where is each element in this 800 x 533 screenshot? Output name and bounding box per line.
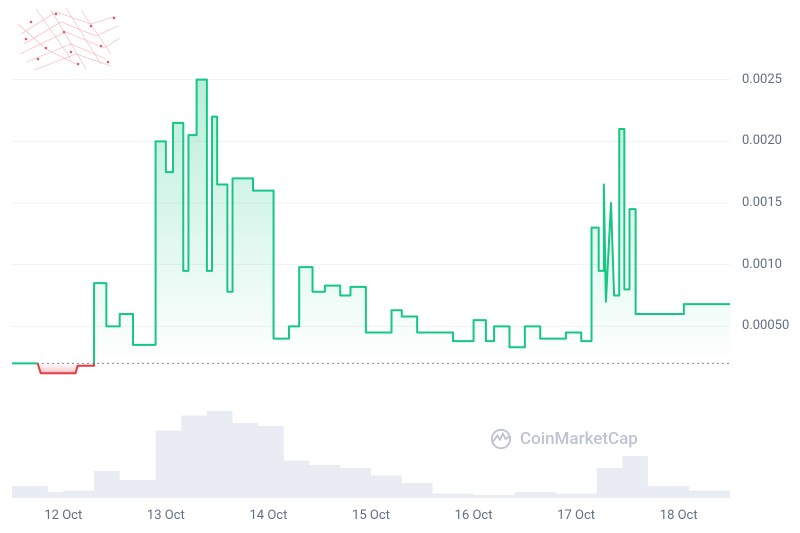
x-axis-label: 13 Oct [147,508,185,523]
x-axis-label: 12 Oct [44,508,82,523]
x-axis-label: 16 Oct [455,508,493,523]
y-axis-label: 0.0010 [742,257,782,272]
x-axis-label: 17 Oct [557,508,595,523]
y-axis-label: 0.0025 [742,72,782,87]
price-chart: CoinMarketCap 12 Oct 13 Oct 14 Oct 15 Oct 16… [0,0,800,533]
x-axis-label: 18 Oct [660,508,698,523]
watermark-text: CoinMarketCap [520,429,638,449]
y-axis-label: 0.0015 [742,195,782,210]
x-axis-label: 15 Oct [352,508,390,523]
watermark: CoinMarketCap [490,428,638,450]
brand-sketch-icon [16,4,126,84]
y-axis-label: 0.0020 [742,133,782,148]
x-axis-label: 14 Oct [250,508,288,523]
coinmarketcap-icon [490,428,512,450]
y-axis-label: 0.00050 [742,318,789,333]
